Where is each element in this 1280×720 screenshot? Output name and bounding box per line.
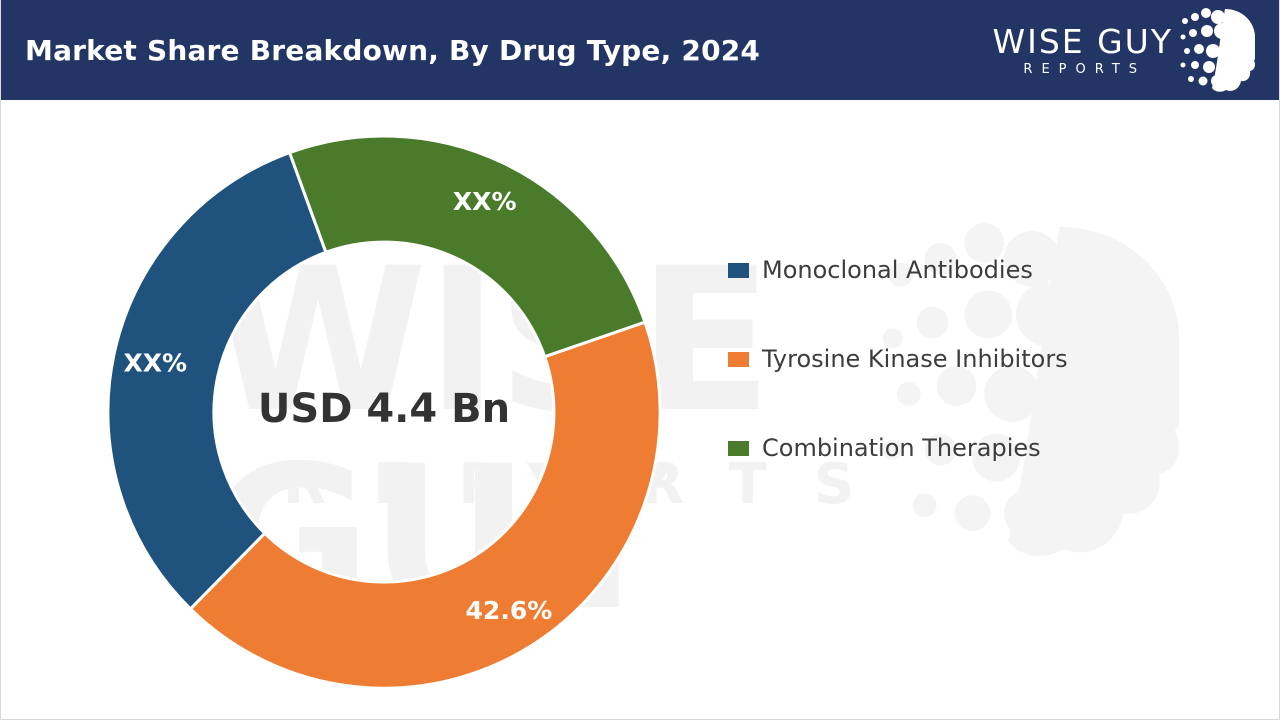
legend-item-monoclonal-antibodies: Monoclonal Antibodies bbox=[728, 256, 1068, 284]
donut-center-value: USD 4.4 Bn bbox=[257, 386, 511, 432]
logo-wordmark: WISE GUY bbox=[992, 21, 1173, 61]
donut-slice bbox=[189, 320, 662, 690]
donut-slice-labels: XX% 42.6% XX% bbox=[123, 187, 552, 625]
slice-label: XX% bbox=[123, 348, 187, 377]
legend-item-combination-therapies: Combination Therapies bbox=[728, 434, 1068, 462]
wiseguy-logo: WISE GUY REPORTS bbox=[992, 7, 1255, 93]
header-bar: Market Share Breakdown, By Drug Type, 20… bbox=[1, 0, 1279, 100]
wiseguy-face-icon bbox=[1180, 8, 1255, 92]
legend-item-tyrosine-kinase-inhibitors: Tyrosine Kinase Inhibitors bbox=[728, 345, 1068, 373]
donut-slice bbox=[288, 134, 647, 359]
legend-swatch-green bbox=[728, 440, 749, 456]
legend-label: Monoclonal Antibodies bbox=[762, 256, 1033, 284]
logo-text: WISE GUY REPORTS bbox=[992, 25, 1173, 76]
legend-label: Tyrosine Kinase Inhibitors bbox=[762, 345, 1068, 373]
legend-swatch-orange bbox=[728, 351, 749, 367]
logo-subtitle: REPORTS bbox=[1023, 61, 1147, 77]
watermark-face-icon bbox=[882, 223, 1179, 556]
legend-swatch-blue bbox=[728, 262, 749, 278]
donut-slice bbox=[106, 151, 328, 611]
donut-slices bbox=[106, 134, 662, 690]
legend-label: Combination Therapies bbox=[762, 434, 1041, 462]
slice-label: XX% bbox=[453, 187, 517, 216]
chart-legend: Monoclonal Antibodies Tyrosine Kinase In… bbox=[728, 256, 1068, 462]
slice-label: 42.6% bbox=[466, 596, 553, 625]
page-title: Market Share Breakdown, By Drug Type, 20… bbox=[25, 33, 761, 67]
